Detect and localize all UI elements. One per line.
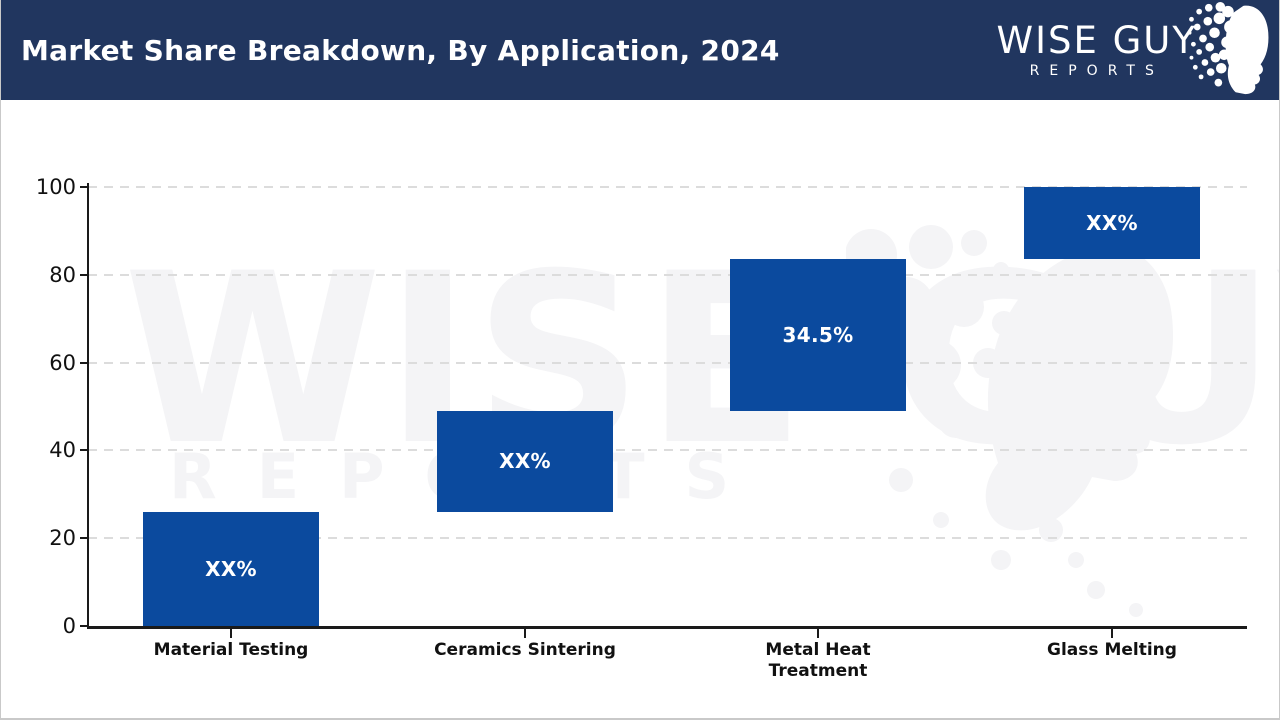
y-axis-tick bbox=[80, 449, 88, 452]
y-axis-line bbox=[87, 183, 89, 628]
bar-value-label: 34.5% bbox=[782, 323, 854, 348]
logo-subtext: REPORTS bbox=[1029, 62, 1164, 79]
bar-value-label: XX% bbox=[499, 449, 551, 474]
x-axis-tick bbox=[230, 629, 232, 638]
x-axis-category-label: Material Testing bbox=[153, 640, 309, 660]
y-axis-tick bbox=[80, 273, 88, 276]
gridline bbox=[88, 186, 1247, 188]
gridline bbox=[88, 361, 1247, 364]
bar-segment: XX% bbox=[437, 410, 613, 512]
x-axis-category-label: Ceramics Sintering bbox=[434, 640, 616, 660]
y-axis-tick bbox=[80, 625, 88, 627]
page-title: Market Share Breakdown, By Application, … bbox=[21, 33, 780, 67]
logo-text-block: WISE GUY REPORTS bbox=[997, 22, 1197, 79]
y-axis-tick-label: 0 bbox=[62, 614, 76, 638]
y-axis-tick-label: 80 bbox=[49, 262, 76, 287]
x-axis-tick bbox=[817, 629, 819, 638]
y-axis-tick bbox=[80, 537, 88, 540]
y-axis-tick bbox=[80, 361, 88, 364]
x-axis-tick bbox=[1111, 629, 1113, 638]
gridline bbox=[88, 449, 1247, 452]
x-axis-category-label: Glass Melting bbox=[1047, 640, 1177, 660]
y-axis-tick-label: 40 bbox=[49, 438, 76, 463]
y-axis-tick bbox=[80, 186, 88, 188]
y-axis-tick-label: 100 bbox=[35, 175, 76, 199]
x-axis-tick bbox=[524, 629, 526, 638]
logo-face-icon bbox=[1187, 2, 1269, 95]
gridline bbox=[88, 273, 1247, 276]
bar-segment: 34.5% bbox=[730, 259, 906, 411]
logo-wordmark: WISE GUY bbox=[996, 18, 1197, 62]
y-axis-tick-label: 60 bbox=[49, 350, 76, 375]
x-axis-line bbox=[87, 626, 1247, 629]
bar-segment: XX% bbox=[1024, 187, 1200, 260]
header-bar: Market Share Breakdown, By Application, … bbox=[1, 0, 1279, 100]
gridline bbox=[88, 537, 1247, 540]
bar-segment: XX% bbox=[143, 511, 319, 626]
y-axis-tick-label: 20 bbox=[49, 526, 76, 551]
wise-guy-reports-logo: WISE GUY REPORTS bbox=[997, 2, 1279, 98]
bar-value-label: XX% bbox=[205, 556, 257, 581]
bar-value-label: XX% bbox=[1086, 211, 1138, 236]
x-axis-category-label: Metal Heat Treatment bbox=[765, 640, 871, 682]
